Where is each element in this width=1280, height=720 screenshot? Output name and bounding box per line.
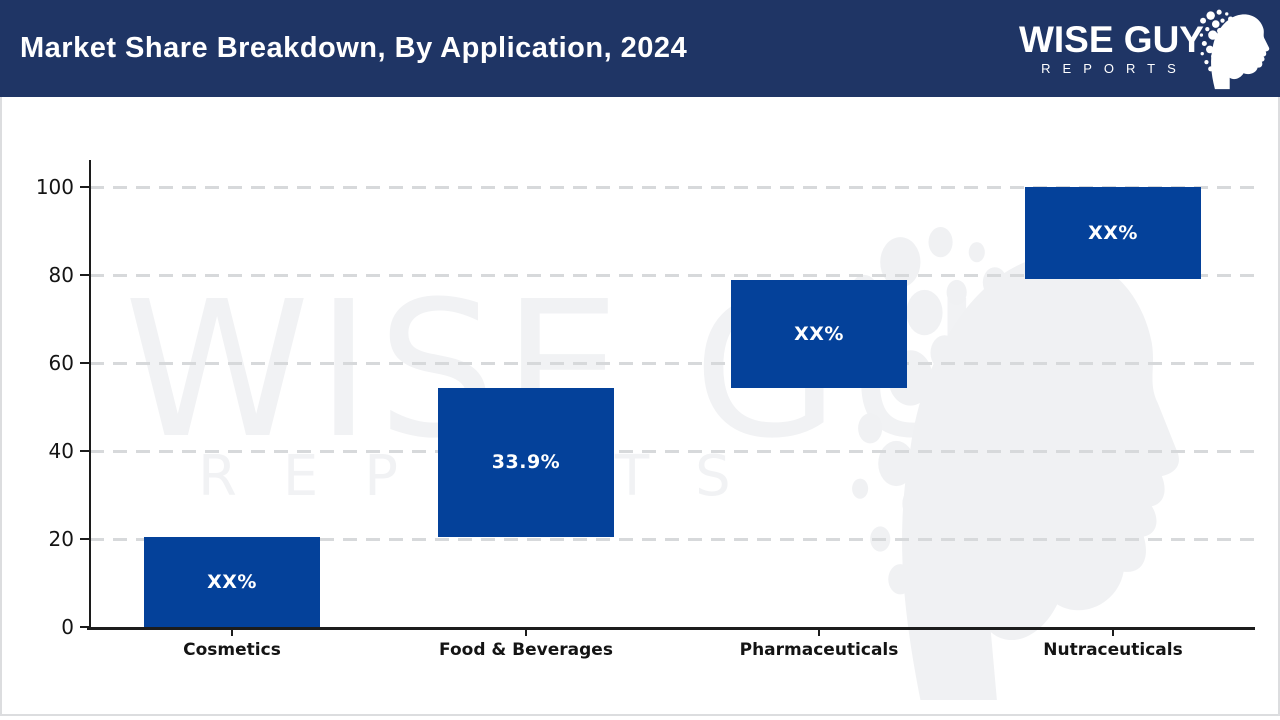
bar-value-label: XX%: [794, 322, 844, 345]
brand-logo-text: WISE GUY REPORTS: [1019, 21, 1204, 76]
y-tick-label-40: 40: [48, 439, 74, 463]
brand-logo: WISE GUY REPORTS: [1019, 0, 1272, 97]
x-tick-mark-3: [1112, 627, 1114, 636]
gridline-y-20: [90, 538, 1255, 541]
x-category-label-1: Food & Beverages: [439, 640, 613, 660]
bar-food-beverages: 33.9%: [438, 387, 614, 537]
x-tick-mark-2: [818, 627, 820, 636]
x-tick-mark-0: [231, 627, 233, 636]
y-tick-label-80: 80: [48, 263, 74, 287]
y-tick-mark-0: [80, 626, 89, 628]
wise-guy-head-icon: [1199, 9, 1270, 89]
x-category-label-3: Nutraceuticals: [1043, 640, 1183, 660]
gridline-y-100: [90, 186, 1255, 189]
page-title: Market Share Breakdown, By Application, …: [20, 32, 688, 64]
y-tick-mark-100: [80, 186, 89, 188]
bar-nutraceuticals: XX%: [1025, 187, 1201, 280]
bar-value-label: 33.9%: [491, 451, 561, 474]
gridline-y-80: [90, 274, 1255, 277]
y-axis-line: [89, 160, 91, 627]
y-tick-mark-40: [80, 450, 89, 452]
y-tick-mark-60: [80, 362, 89, 364]
y-tick-label-60: 60: [48, 351, 74, 375]
y-tick-mark-20: [80, 538, 89, 540]
x-category-label-0: Cosmetics: [183, 640, 281, 660]
bar-value-label: XX%: [1088, 222, 1138, 245]
y-tick-label-20: 20: [48, 527, 74, 551]
header-bar: Market Share Breakdown, By Application, …: [0, 0, 1280, 97]
brand-subname: REPORTS: [1041, 61, 1188, 76]
y-tick-mark-80: [80, 274, 89, 276]
gridline-y-40: [90, 450, 1255, 453]
x-category-label-2: Pharmaceuticals: [739, 640, 899, 660]
bar-cosmetics: XX%: [144, 536, 320, 627]
y-tick-label-0: 0: [61, 615, 74, 639]
chart-canvas: WISE GUY REPORTS 020406080100XX%Cosmetic…: [0, 97, 1280, 716]
y-tick-label-100: 100: [35, 175, 74, 199]
x-tick-mark-1: [525, 627, 527, 636]
bar-pharmaceuticals: XX%: [731, 280, 907, 388]
bar-value-label: XX%: [207, 570, 257, 593]
x-axis-line: [87, 627, 1255, 630]
gridline-y-60: [90, 362, 1255, 365]
brand-name: WISE GUY: [1018, 19, 1204, 60]
